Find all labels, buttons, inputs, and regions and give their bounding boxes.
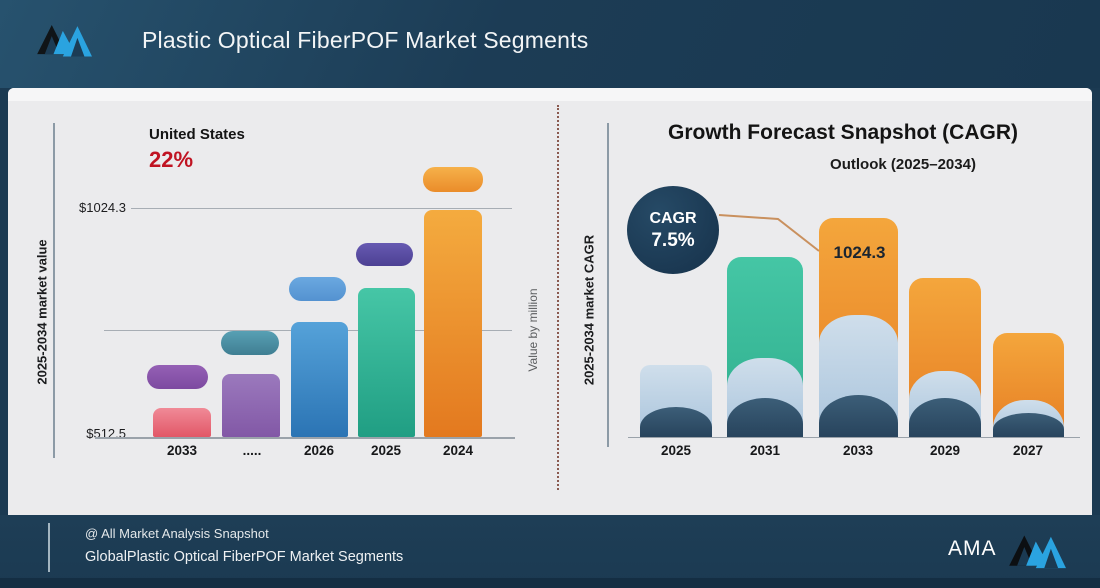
right-bar-2025-base — [640, 407, 712, 438]
left-x-axis-line — [95, 437, 515, 439]
left-x-label-2033: 2033 — [166, 443, 198, 458]
right-chart-title: Growth Forecast Snapshot (CAGR) — [667, 121, 1019, 144]
chart-divider — [557, 105, 559, 490]
right-bar-2027-base — [993, 413, 1064, 438]
right-bar-2031-base — [727, 398, 803, 438]
right-bar-2029-base — [909, 398, 981, 438]
footer-divider-line — [48, 523, 50, 572]
page-title: Plastic Optical FiberPOF Market Segments — [142, 27, 589, 53]
header-band — [0, 0, 1100, 88]
left-y-axis-line — [53, 123, 55, 458]
peak-value-label: 1024.3 — [833, 243, 886, 262]
value-by-million-label: Value by million — [526, 288, 540, 372]
right-x-label-2025: 2025 — [660, 443, 692, 458]
right-x-label-2031: 2031 — [749, 443, 781, 458]
left-y-axis-label: 2025-2034 market value — [34, 239, 50, 385]
left-x-label-2025: 2025 — [370, 443, 402, 458]
right-y-axis-label: 2025-2034 market CAGR — [581, 234, 597, 386]
footer-band — [0, 515, 1100, 588]
card-top-strip — [8, 88, 1092, 101]
cagr-badge: CAGR 7.5% — [627, 186, 719, 274]
left-gridline-upper — [131, 208, 512, 209]
footer-brand-text: AMA — [948, 537, 997, 560]
footer-bottom-strip — [0, 578, 1100, 588]
right-bar-2033-base — [819, 395, 898, 438]
left-bar-cap-2024 — [423, 167, 483, 192]
left-bar-2024 — [424, 210, 482, 437]
left-bar-cap-2025 — [356, 243, 413, 266]
right-x-axis-line — [628, 437, 1080, 438]
right-x-label-2029: 2029 — [929, 443, 961, 458]
left-chart-cagr-value: 22% — [149, 147, 194, 172]
left-y-tick-top: $1024.3 — [79, 200, 126, 215]
left-bar-cap-2026 — [289, 277, 346, 301]
left-x-label-2024: 2024 — [442, 443, 474, 458]
right-x-label-2033: 2033 — [842, 443, 874, 458]
cagr-badge-value: 7.5% — [651, 229, 695, 251]
left-bar-dots — [222, 374, 280, 437]
right-y-axis-line — [607, 123, 609, 447]
left-x-label-dots: ..... — [242, 443, 262, 458]
left-chart-region-label: United States — [149, 126, 245, 143]
left-bar-2026 — [291, 322, 348, 437]
footer-ama-logo-icon — [1009, 535, 1066, 569]
left-bar-cap-dots — [221, 331, 279, 355]
footer-report-title: GlobalPlastic Optical FiberPOF Market Se… — [85, 549, 404, 565]
cagr-badge-label: CAGR — [649, 209, 697, 227]
left-bar-cap-2033 — [147, 365, 208, 389]
right-chart-subtitle: Outlook (2025–2034) — [830, 156, 976, 173]
right-x-label-2027: 2027 — [1012, 443, 1044, 458]
footer-credit: @ All Market Analysis Snapshot — [85, 526, 269, 541]
left-bar-2033 — [153, 408, 211, 437]
left-bar-2025 — [358, 288, 415, 437]
ama-logo-icon — [37, 25, 92, 57]
left-x-label-2026: 2026 — [303, 443, 335, 458]
